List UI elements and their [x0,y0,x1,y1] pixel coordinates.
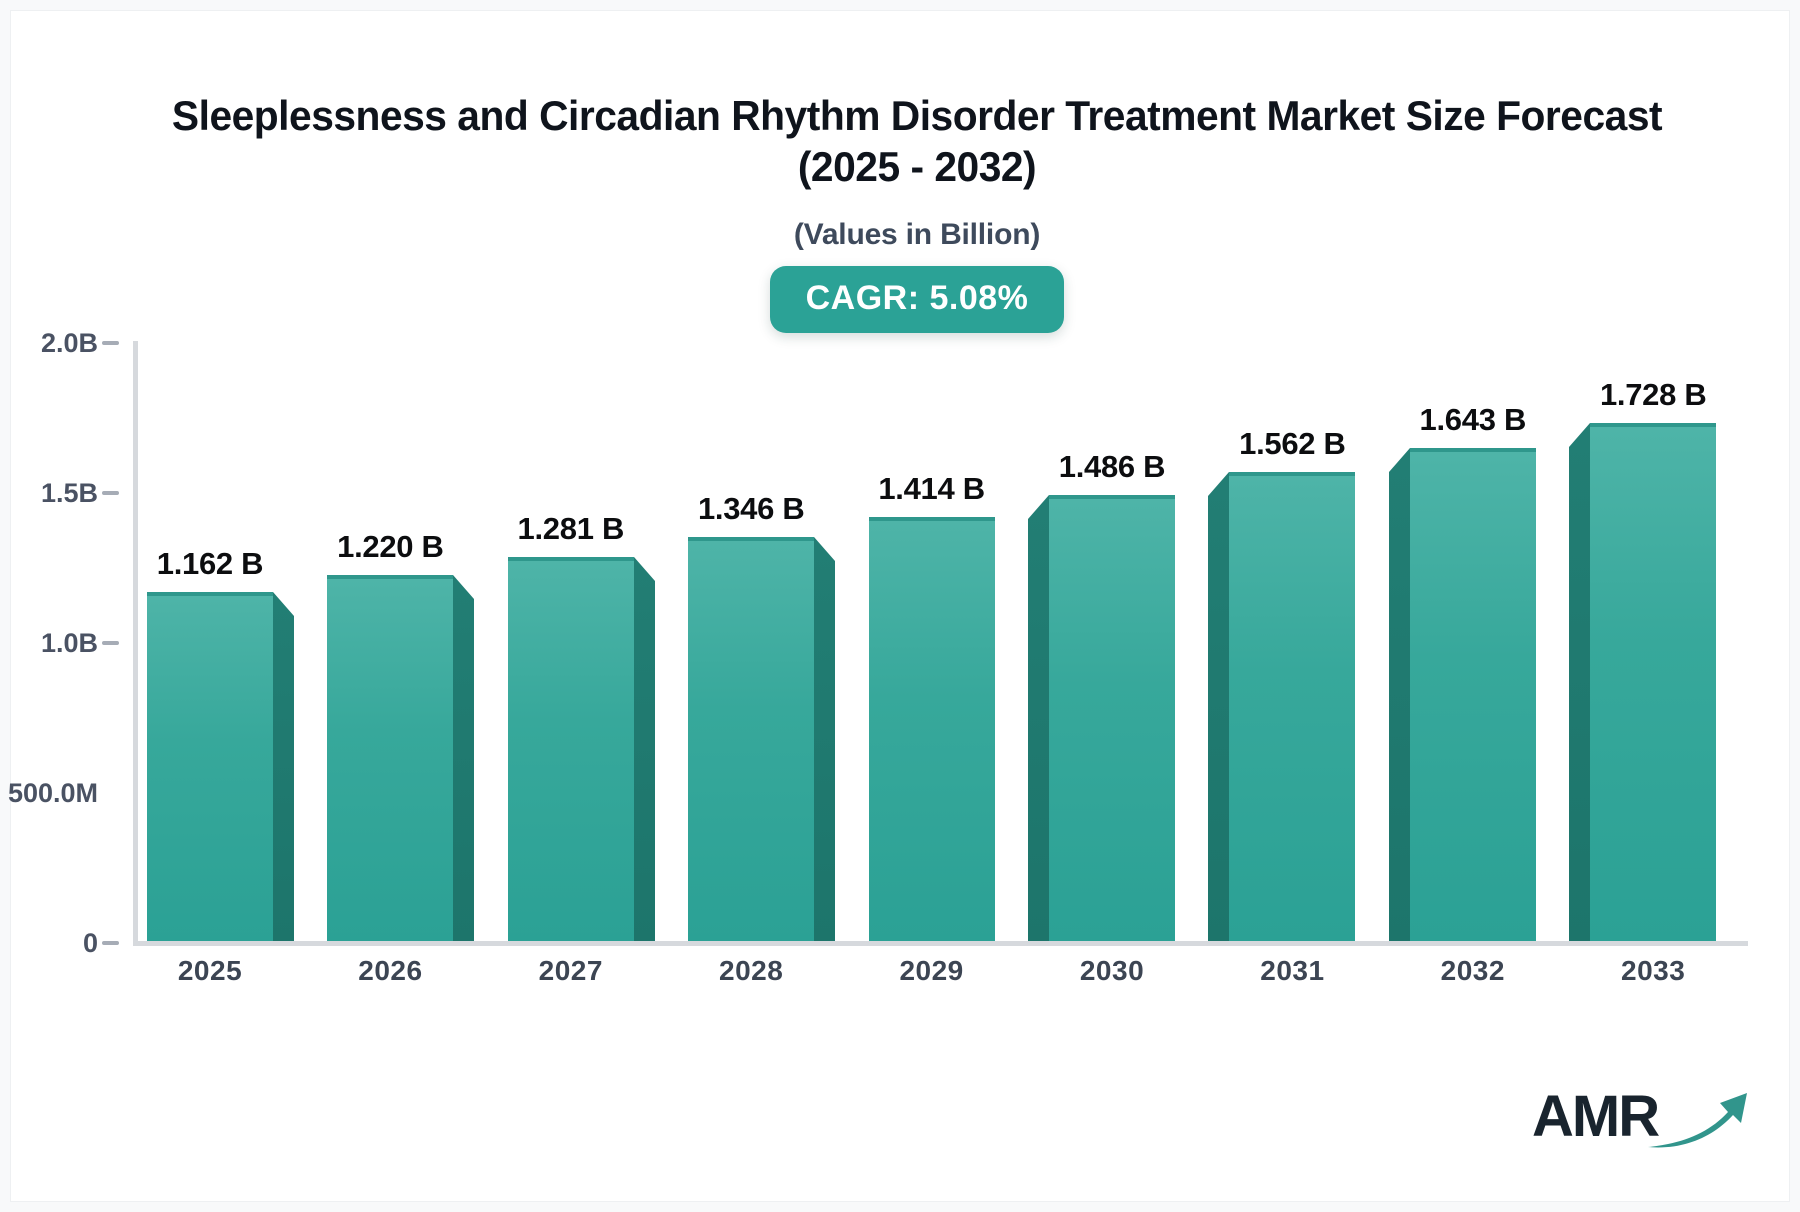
chart-title-line-2: (2025 - 2032) [797,143,1037,191]
cagr-badge-wrap: CAGR: 5.08% [34,266,1800,334]
y-axis-tick-mark [102,941,119,945]
x-axis-label-2029: 2029 [899,955,964,986]
bar-value-label-2033: 1.728 B [1599,377,1707,412]
chart-header: Sleeplessness and Circadian Rhythm Disor… [34,90,1800,334]
y-axis-tick-label: 0 [82,928,98,958]
y-axis-tick-label: 500.0M [7,778,98,808]
bar-side-face-2032 [1389,448,1410,941]
bar-value-label-2029: 1.414 B [878,471,985,506]
bar-value-label-2028: 1.346 B [697,491,805,526]
bar-value-label-2031: 1.562 B [1239,426,1346,461]
bar-2031 [1229,472,1355,941]
bar-2032 [1410,448,1536,941]
x-axis-label-2032: 2032 [1440,955,1505,986]
y-axis-line [133,341,138,946]
x-axis-label-2030: 2030 [1079,955,1145,986]
growth-arrow-icon [1648,1093,1748,1148]
x-axis-baseline [133,941,1748,946]
bar-side-face-2027 [634,557,655,941]
x-axis-label-2033: 2033 [1621,955,1686,986]
bar-side-face-2031 [1208,472,1229,941]
x-axis-label-2025: 2025 [177,955,243,986]
y-axis-tick-label: 1.0B [40,628,98,658]
x-axis-label-2028: 2028 [719,955,784,986]
bar-2029 [869,517,995,941]
bar-2025 [147,592,273,941]
chart-title-line-1: Sleeplessness and Circadian Rhythm Disor… [171,92,1663,139]
bar-side-face-2026 [453,575,474,941]
bar-value-label-2027: 1.281 B [517,511,625,546]
bar-side-face-2030 [1028,495,1049,941]
y-axis-tick-mark [102,641,119,645]
y-axis-tick-label: 1.5B [40,478,98,508]
x-axis-label-2027: 2027 [538,955,603,986]
amr-logo: AMR [1532,1088,1750,1152]
bar-value-label-2032: 1.643 B [1419,402,1527,437]
bar-value-label-2030: 1.486 B [1058,449,1166,484]
bar-side-face-2028 [814,537,835,941]
x-axis-label-2031: 2031 [1260,955,1325,986]
bar-side-face-2025 [273,592,294,941]
chart-subtitle: (Values in Billion) [793,218,1041,252]
bar-value-label-2025: 1.162 B [156,546,264,581]
bar-2028 [688,537,814,941]
bar-value-label-2026: 1.220 B [337,529,444,564]
y-axis-tick-mark [102,341,119,345]
y-axis-tick-mark [102,491,119,495]
amr-logo-text: AMR [1532,1084,1660,1149]
bar-2026 [327,575,453,941]
y-axis-tick-label: 2.0B [40,328,98,358]
cagr-badge: CAGR: 5.08% [769,266,1065,334]
bar-2033 [1590,423,1716,941]
bar-2030 [1049,495,1175,941]
bar-2027 [508,557,634,941]
x-axis-label-2026: 2026 [358,955,423,986]
bar-side-face-2033 [1569,423,1590,941]
